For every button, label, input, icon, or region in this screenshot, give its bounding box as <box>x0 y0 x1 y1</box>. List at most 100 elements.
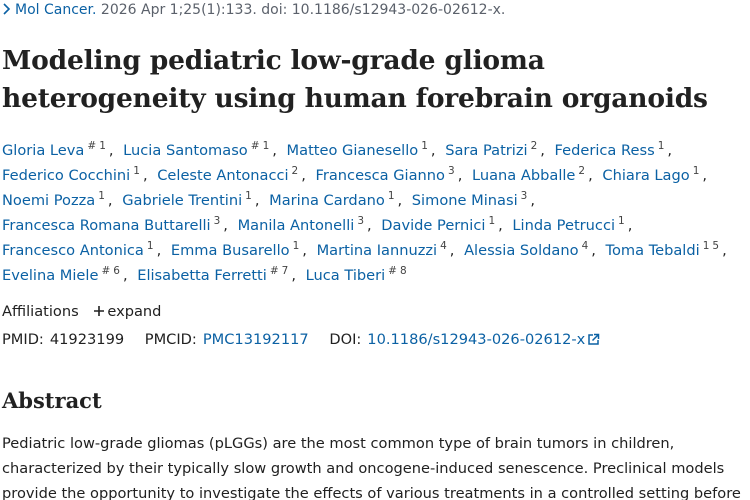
author-name[interactable]: Chiara Lago <box>602 167 690 184</box>
affiliation-mark[interactable]: 1 <box>245 190 252 202</box>
affiliation-mark[interactable]: 1 <box>133 165 140 177</box>
author: Francesca Gianno 3 <box>315 165 468 184</box>
journal-link[interactable]: Mol Cancer. <box>15 2 97 18</box>
affiliation-mark[interactable]: 1 <box>702 240 710 252</box>
author-affiliation-marks: 4 <box>440 240 450 252</box>
author-name[interactable]: Francesca Romana Buttarelli <box>2 217 211 234</box>
citation-details: 2026 Apr 1;25(1):133. doi: 10.1186/s1294… <box>100 2 506 18</box>
affiliation-mark[interactable]: 6 <box>113 265 120 277</box>
affiliation-mark[interactable]: 1 <box>146 240 154 252</box>
affiliation-mark[interactable]: 7 <box>281 265 289 277</box>
affiliation-mark[interactable]: # <box>388 265 397 277</box>
author-affiliation-marks: 4 <box>582 240 592 252</box>
author-name[interactable]: Celeste Antonacci <box>157 167 289 184</box>
author-name[interactable]: Alessia Soldano <box>464 242 579 259</box>
affiliation-mark[interactable]: # <box>101 265 111 277</box>
affiliation-mark[interactable]: 5 <box>712 240 720 252</box>
affiliation-mark[interactable]: 1 <box>292 240 300 252</box>
author-name[interactable]: Manila Antonelli <box>237 217 355 234</box>
affiliation-mark[interactable]: 1 <box>692 165 700 177</box>
author: Linda Petrucci 1 <box>512 215 637 234</box>
affiliation-mark[interactable]: 2 <box>578 165 586 177</box>
author-affiliation-marks: 2 <box>578 165 588 177</box>
author: Luana Abballe 2 <box>471 165 598 184</box>
affiliation-mark[interactable]: 3 <box>357 215 365 227</box>
author-name[interactable]: Martina Iannuzzi <box>316 242 438 259</box>
author-affiliation-marks: 1 <box>658 140 668 152</box>
author-affiliation-marks: 1 <box>421 140 431 152</box>
author-name[interactable]: Linda Petrucci <box>512 217 616 234</box>
affiliation-mark[interactable]: 1 <box>421 140 428 152</box>
pmcid-label: PMCID: <box>144 331 197 348</box>
author: Davide Pernici 1 <box>381 215 507 234</box>
affiliation-mark[interactable]: 1 <box>488 215 496 227</box>
author-affiliation-marks: 1 <box>147 240 157 252</box>
author: Francesca Romana Buttarelli 3 <box>2 215 233 234</box>
author-name[interactable]: Matteo Gianesello <box>286 142 419 159</box>
affiliations-label: Affiliations <box>2 303 79 320</box>
author-name[interactable]: Federica Ress <box>554 142 655 159</box>
author-name[interactable]: Emma Busarello <box>170 242 290 259</box>
author-name[interactable]: Luana Abballe <box>471 167 576 184</box>
affiliation-mark[interactable]: # <box>250 140 260 152</box>
author-name[interactable]: Toma Tebaldi <box>605 242 700 259</box>
author: Elisabetta Ferretti #7 <box>137 265 301 284</box>
author: Chiara Lago 1 <box>602 165 712 184</box>
affiliation-mark[interactable]: 1 <box>387 190 395 202</box>
author-name[interactable]: Gabriele Trentini <box>122 192 243 209</box>
author-name[interactable]: Sara Patrizi <box>445 142 528 159</box>
author-name[interactable]: Elisabetta Ferretti <box>137 267 267 284</box>
affiliation-mark[interactable]: 3 <box>448 165 455 177</box>
author: Martina Iannuzzi 4 <box>316 240 460 259</box>
author: Lucia Santomaso #1 <box>123 140 282 159</box>
author-affiliation-marks: 1 <box>618 215 628 227</box>
author-name[interactable]: Noemi Pozza <box>2 192 96 209</box>
author: Alessia Soldano 4 <box>464 240 601 259</box>
affiliation-mark[interactable]: # <box>269 265 279 277</box>
affiliation-mark[interactable]: 4 <box>440 240 447 252</box>
doi-label: DOI: <box>329 331 362 348</box>
author-name[interactable]: Francesca Gianno <box>315 167 445 184</box>
author: Matteo Gianesello 1 <box>286 140 441 159</box>
author-affiliation-marks: 3 <box>357 215 367 227</box>
author: Celeste Antonacci 2 <box>157 165 311 184</box>
author-name[interactable]: Federico Cocchini <box>2 167 131 184</box>
affiliation-mark[interactable]: 3 <box>213 215 221 227</box>
external-link-icon <box>588 333 600 345</box>
affiliation-mark[interactable]: 2 <box>530 140 538 152</box>
author-affiliation-marks: 2 <box>292 165 302 177</box>
author-name[interactable]: Francesco Antonica <box>2 242 144 259</box>
affiliation-mark[interactable]: 1 <box>657 140 665 152</box>
doi-link[interactable]: 10.1186/s12943-026-02612-x <box>367 331 586 348</box>
author-affiliation-marks: 1 <box>388 190 398 202</box>
affiliation-mark[interactable]: 1 <box>99 140 106 152</box>
author-affiliation-marks: 3 <box>448 165 458 177</box>
affiliation-mark[interactable]: 1 <box>262 140 270 152</box>
abstract-heading: Abstract <box>2 388 102 413</box>
author: Federica Ress 1 <box>554 140 677 159</box>
author-name[interactable]: Davide Pernici <box>381 217 486 234</box>
author-name[interactable]: Simone Minasi <box>411 192 518 209</box>
plus-icon <box>94 306 105 316</box>
pmcid-link[interactable]: PMC13192117 <box>202 331 309 348</box>
author-affiliation-marks: #7 <box>270 265 292 277</box>
affiliation-mark[interactable]: 3 <box>520 190 528 202</box>
affiliation-mark[interactable]: 4 <box>581 240 589 252</box>
author-name[interactable]: Marina Cardano <box>269 192 385 209</box>
author-name[interactable]: Gloria Leva <box>2 142 85 159</box>
affiliation-mark[interactable]: 1 <box>98 190 105 202</box>
author-name[interactable]: Evelina Miele <box>2 267 99 284</box>
author: Gloria Leva #1 <box>2 140 119 159</box>
author-affiliation-marks: #1 <box>251 140 273 152</box>
affiliation-mark[interactable]: 8 <box>399 265 407 277</box>
expand-button[interactable]: expand <box>107 303 162 320</box>
pmid-label: PMID: <box>2 331 44 348</box>
affiliation-mark[interactable]: 1 <box>618 215 625 227</box>
affiliations: Affiliations expand <box>2 303 161 320</box>
author-affiliation-marks: 3 <box>521 190 531 202</box>
author-name[interactable]: Lucia Santomaso <box>123 142 248 159</box>
affiliation-mark[interactable]: 2 <box>291 165 299 177</box>
affiliation-mark[interactable]: # <box>87 140 97 152</box>
author-name[interactable]: Luca Tiberi <box>305 267 386 284</box>
